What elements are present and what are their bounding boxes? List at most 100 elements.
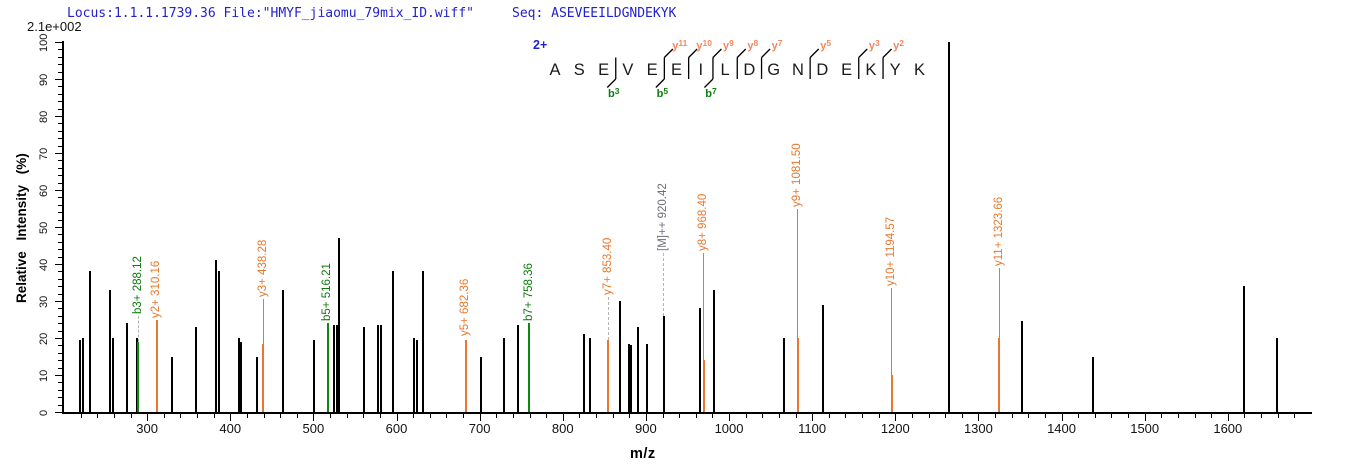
annotated-peak-y11 <box>998 338 1001 412</box>
spectrum-peak <box>1242 286 1245 412</box>
sequence-residue: G <box>767 61 781 79</box>
spectrum-peak <box>479 356 482 412</box>
y-minor-tick <box>58 49 62 51</box>
sequence-residue: E <box>670 61 682 79</box>
fragment-label-b3: b3 <box>608 86 620 100</box>
annotated-peak-y2 <box>155 319 158 412</box>
x-minor-tick <box>296 414 298 418</box>
y-minor-tick <box>58 367 62 369</box>
sequence-residue: Y <box>889 61 901 79</box>
y-minor-tick <box>58 360 62 362</box>
x-tick-label: 1400 <box>1047 421 1076 436</box>
y-tick-label: 60 <box>38 184 50 198</box>
fragment-label-b7: b7 <box>705 86 717 100</box>
x-minor-tick <box>1194 414 1196 418</box>
fragment-label-y8: y8 <box>747 38 759 52</box>
peak-label-connector-b3 <box>137 315 139 342</box>
spectrum-peak <box>135 338 138 412</box>
y-tick-label: 20 <box>38 332 50 346</box>
x-minor-tick <box>828 414 830 418</box>
x-minor-tick <box>629 414 631 418</box>
spectrum-peak <box>333 325 336 412</box>
x-major-tick <box>645 414 647 421</box>
peak-label-y2: y2+ 310.16 <box>150 260 163 318</box>
peak-label-b5: b5+ 516.21 <box>321 263 334 322</box>
x-tick-label: 700 <box>468 421 491 436</box>
sequence-residue: I <box>698 61 704 79</box>
x-minor-tick <box>512 414 514 418</box>
x-tick-label: 800 <box>551 421 574 436</box>
x-minor-tick <box>413 414 415 418</box>
x-minor-tick <box>330 414 332 418</box>
x-minor-tick <box>945 414 947 418</box>
sequence-residue: K <box>865 61 877 79</box>
x-minor-tick <box>1294 414 1296 418</box>
x-minor-tick <box>1094 414 1096 418</box>
x-minor-tick <box>163 414 165 418</box>
x-minor-tick <box>795 414 797 418</box>
x-minor-tick <box>662 414 664 418</box>
y-minor-tick <box>58 138 62 140</box>
x-minor-tick <box>745 414 747 418</box>
spectrum-peak <box>627 343 630 412</box>
x-major-tick <box>147 414 149 421</box>
x-major-tick <box>978 414 980 421</box>
header-locus-file: Locus:1.1.1.1739.36 File:"HMYF_jiaomu_79… <box>67 6 474 21</box>
x-minor-tick <box>180 414 182 418</box>
x-minor-tick <box>862 414 864 418</box>
spectrum-peak <box>81 338 84 412</box>
x-minor-tick <box>579 414 581 418</box>
spectrum-peak <box>699 308 702 412</box>
spectrum-peak <box>88 271 91 412</box>
annotated-peak-y7 <box>607 339 610 412</box>
x-tick-label: 400 <box>219 421 242 436</box>
y-minor-tick <box>58 86 62 88</box>
peak-label-connector-y10 <box>891 288 893 375</box>
y-major-tick <box>55 227 62 228</box>
x-axis-line <box>62 412 1312 414</box>
sequence-residue: A <box>549 61 561 79</box>
x-minor-tick <box>496 414 498 418</box>
x-major-tick <box>479 414 481 421</box>
spectrum-peak <box>391 271 394 412</box>
y-tick-label: 100 <box>38 33 50 53</box>
fragment-label-y9: y9 <box>723 38 734 52</box>
sequence-residue: S <box>573 61 585 79</box>
spectrum-peak <box>379 325 382 412</box>
x-minor-tick <box>612 414 614 418</box>
spectrum-peak <box>112 338 115 412</box>
spectrum-peak <box>79 339 81 412</box>
annotated-peak-b7 <box>528 323 531 412</box>
x-minor-tick <box>778 414 780 418</box>
sequence-residue: E <box>646 61 658 79</box>
spectrum-peak <box>636 326 639 412</box>
annotated-peak-y8 <box>702 360 705 412</box>
x-minor-tick <box>695 414 697 418</box>
spectrum-peak <box>582 334 585 412</box>
y-tick-label: 40 <box>38 258 50 272</box>
x-major-tick <box>1061 414 1063 421</box>
y-minor-tick <box>58 234 62 236</box>
spectrum-peak <box>217 271 220 412</box>
y-minor-tick <box>58 145 62 147</box>
x-minor-tick <box>213 414 215 418</box>
spectrum-peak <box>126 323 129 412</box>
annotated-peak-y9 <box>796 338 799 412</box>
spectrum-peak <box>517 325 520 412</box>
fragment-label-y10: y10 <box>696 38 712 52</box>
x-major-tick <box>1144 414 1146 421</box>
y-major-tick <box>55 153 62 154</box>
x-minor-tick <box>529 414 531 418</box>
x-minor-tick <box>878 414 880 418</box>
y-minor-tick <box>58 241 62 243</box>
x-tick-label: 500 <box>302 421 325 436</box>
x-minor-tick <box>463 414 465 418</box>
sequence-residue: K <box>913 61 925 79</box>
y-minor-tick <box>58 271 62 273</box>
y-minor-tick <box>58 204 62 206</box>
y-major-tick <box>55 412 62 413</box>
y-axis-line <box>62 41 64 413</box>
y-tick-label: 90 <box>38 73 50 87</box>
x-minor-tick <box>1111 414 1113 418</box>
